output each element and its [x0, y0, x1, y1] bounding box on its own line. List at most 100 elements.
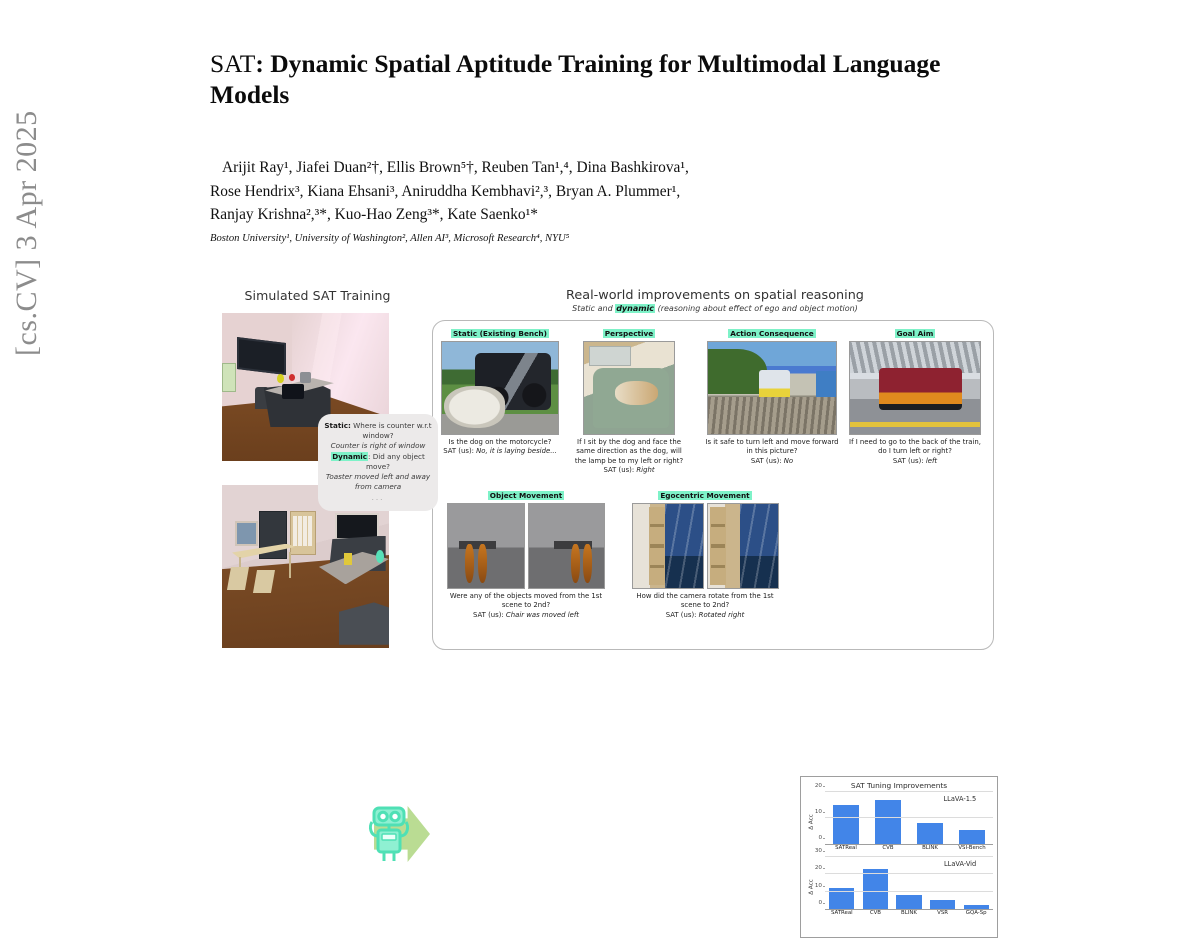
author-line-3: Ranjay Krishna²,³*, Kuo-Hao Zeng³*, Kate… [210, 206, 538, 224]
y-tick-label: 10 [814, 882, 826, 889]
cell-caption: Were any of the objects moved from the 1… [447, 592, 605, 620]
cell-caption: How did the camera rotate from the 1st s… [629, 592, 781, 620]
simulated-scene-image-2 [222, 485, 389, 648]
bar [862, 869, 888, 909]
robot-icon [368, 806, 410, 861]
cell-caption: If I sit by the dog and face the same di… [571, 438, 687, 475]
real-world-subtitle: Static and dynamic (reasoning about effe… [430, 304, 1000, 313]
cell-caption: If I need to go to the back of the train… [847, 438, 983, 466]
cell-question: If I sit by the dog and face the same di… [574, 438, 684, 465]
chart-llava-1-5: Δ Acc LLaVA-1.5 0 10 20 SATReal CVB BLINK VSI… [805, 783, 993, 851]
subtitle-post: (reasoning about effect of ego and objec… [655, 304, 858, 313]
real-world-panel-header: Real-world improvements on spatial reaso… [430, 288, 1000, 313]
title-rest: : Dynamic Spatial Aptitude Training for … [210, 49, 941, 110]
dynamic-question: : Did any object move? [366, 451, 425, 471]
agent-transition [366, 800, 430, 870]
cell-caption: Is it safe to turn left and move forward… [705, 438, 839, 466]
x-tick-label: BLINK [901, 910, 917, 916]
x-tick-label: VSR [937, 910, 948, 916]
thumbnail-train-track [707, 341, 837, 435]
example-cell-perspective: Perspective If I sit by the dog and face… [571, 329, 687, 475]
thumbnail-dog-on-chair [583, 341, 675, 435]
teaser-figure: Simulated SAT Training [0, 288, 1200, 938]
x-tick-label: CVB [882, 845, 894, 851]
chart-llava-vid: Δ Acc LLaVA-Vid 0 10 20 30 SATReal CVB BLINK V… [805, 848, 993, 916]
cell-label: Egocentric Movement [658, 491, 752, 500]
x-tick-label: BLINK [922, 845, 938, 851]
cell-answer: Right [636, 465, 655, 474]
y-tick-label: 20 [814, 865, 826, 872]
dynamic-answer: Toaster moved left and away from camera [325, 472, 431, 492]
cell-label: Static (Existing Bench) [451, 329, 549, 338]
answer-prefix: SAT (us): [443, 447, 477, 456]
gridline [825, 856, 993, 857]
paper-header: SAT: Dynamic Spatial Aptitude Training f… [210, 0, 970, 648]
author-line-2: Rose Hendrix³, Kiana Ehsani³, Aniruddha … [210, 182, 681, 200]
y-tick-label: 0 [818, 835, 825, 841]
chart2-bars [825, 857, 993, 909]
thumbnail-shelf-scene-1 [631, 503, 704, 589]
example-cell-egocentric-movement: Egocentric Movement How did the camera r… [629, 491, 781, 620]
thumbnail-room-scene-2 [527, 503, 605, 589]
charts-title: SAT Tuning Improvements [850, 781, 948, 790]
chart1-ylabel: Δ Acc [808, 813, 815, 830]
title-lead: SAT [210, 49, 256, 78]
static-question: Where is counter w.r.t window? [350, 421, 432, 441]
page-title: SAT: Dynamic Spatial Aptitude Training f… [210, 48, 970, 110]
static-answer: Counter is right of window [330, 441, 426, 451]
static-label: Static: [324, 421, 351, 430]
subtitle-pre: Static and [572, 304, 616, 313]
dynamic-label: Dynamic [331, 451, 369, 461]
x-tick-label: VSI-Bench [958, 845, 986, 851]
cell-label: Goal Aim [894, 329, 936, 338]
bar [929, 900, 956, 909]
subtitle-highlight: dynamic [615, 304, 656, 313]
chart2-ylabel: Δ Acc [808, 878, 815, 895]
thumbnail-red-locomotive [849, 341, 981, 435]
answer-prefix: SAT (us): [472, 610, 506, 619]
y-tick-label: 0 [818, 900, 825, 906]
chart1-plot: LLaVA-1.5 0 10 20 [815, 783, 993, 845]
ellipsis: ... [371, 492, 385, 502]
cell-label: Action Consequence [728, 329, 816, 338]
answer-prefix: SAT (us): [665, 610, 699, 619]
chart1-xlabels: SATReal CVB BLINK VSI-Bench [825, 845, 993, 851]
author-list: Arijit Ray¹, Jiafei Duan²†, Ellis Brown⁵… [210, 156, 970, 247]
chart1-bars [825, 792, 993, 844]
gridline [825, 873, 993, 875]
cell-caption: Is the dog on the motorcycle? SAT (us): … [441, 438, 559, 457]
real-world-title: Real-world improvements on spatial reaso… [566, 288, 864, 303]
answer-prefix: SAT (us): [603, 465, 637, 474]
x-tick-label: SATReal [835, 845, 857, 851]
cell-answer: No, it is laying beside... [476, 447, 557, 456]
cell-label: Object Movement [487, 491, 565, 500]
affiliations: Boston University¹, University of Washin… [210, 232, 570, 244]
answer-prefix: SAT (us): [750, 456, 784, 465]
x-tick-label: CVB [869, 910, 881, 916]
example-cell-static: Static (Existing Bench) Is the dog on th… [441, 329, 559, 457]
cell-label: Perspective [602, 329, 656, 338]
cell-question: Is it safe to turn left and move forward… [705, 438, 839, 456]
example-cell-action-consequence: Action Consequence Is it safe to turn le… [705, 329, 839, 466]
chart2-plot: LLaVA-Vid 0 10 20 30 [815, 848, 993, 910]
cell-question: If I need to go to the back of the train… [849, 438, 981, 456]
simulated-training-panel: Simulated SAT Training [210, 288, 438, 648]
cell-answer: No [783, 456, 794, 465]
cell-question: Were any of the objects moved from the 1… [449, 592, 603, 610]
bar [963, 904, 989, 909]
example-cell-goal-aim: Goal Aim If I need to go to the back of … [847, 329, 983, 466]
bar [875, 799, 901, 844]
qa-speech-bubble: Static: Where is counter w.r.t window? C… [318, 414, 438, 511]
cell-question: How did the camera rotate from the 1st s… [636, 592, 774, 610]
gridline [825, 890, 993, 892]
thumbnail-room-scene-1 [447, 503, 525, 589]
cell-answer: Rotated right [698, 610, 745, 619]
bar [833, 805, 859, 844]
example-cell-object-movement: Object Movement Were any of the objects … [447, 491, 605, 620]
bar [896, 895, 922, 909]
thumbnail-dog-motorcycle [441, 341, 559, 435]
sat-tuning-charts: SAT Tuning Improvements Δ Acc LLaVA-1.5 … [800, 776, 998, 938]
chart2-xlabels: SATReal CVB BLINK VSR GQA-Sp [825, 910, 993, 916]
y-tick-label: 30 [814, 848, 826, 854]
author-line-1: Arijit Ray¹, Jiafei Duan²†, Ellis Brown⁵… [222, 159, 689, 177]
